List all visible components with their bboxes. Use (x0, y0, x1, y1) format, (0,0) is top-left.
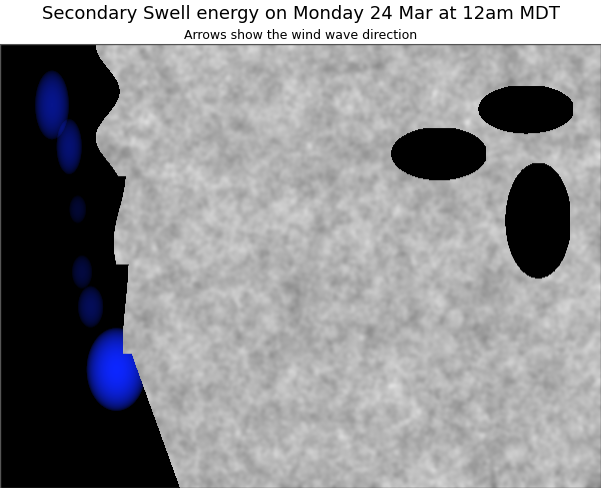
Text: Secondary Swell energy on Monday 24 Mar at 12am MDT: Secondary Swell energy on Monday 24 Mar … (41, 5, 560, 23)
Text: Arrows show the wind wave direction: Arrows show the wind wave direction (184, 28, 417, 41)
